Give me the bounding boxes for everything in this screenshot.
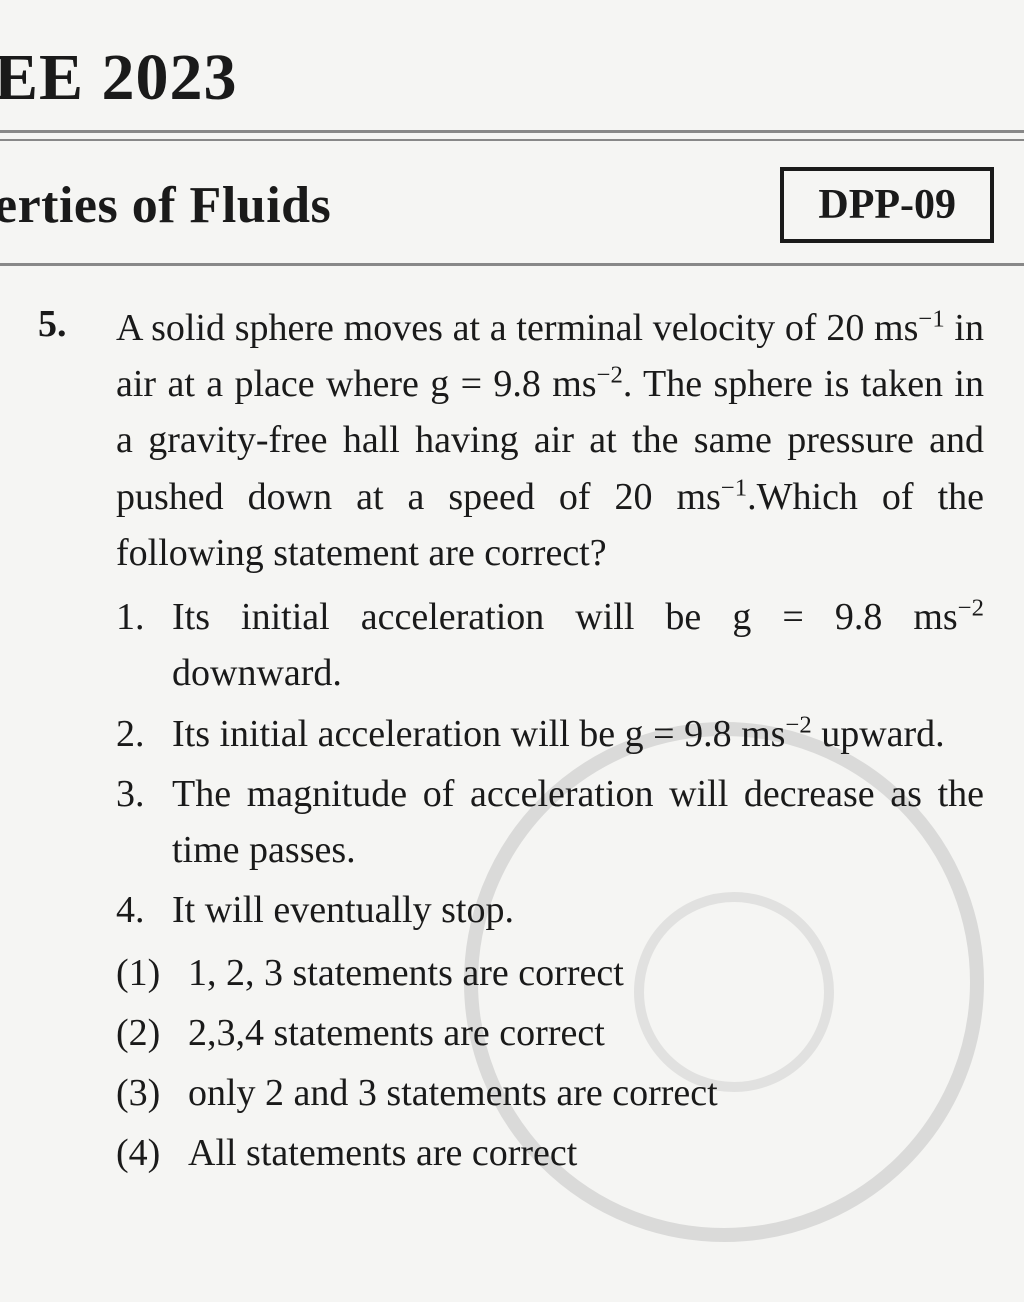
exam-year-title: EE 2023: [0, 0, 1024, 130]
stmt-pre: Its initial acceleration will be g = 9.8…: [172, 596, 958, 638]
stmt-pre: The magnitude of acceleration will decre…: [172, 773, 984, 871]
stmt-pre: It will eventually stop.: [172, 889, 514, 931]
option-item: (3) only 2 and 3 statements are correct: [116, 1065, 984, 1121]
statement-text: Its initial acceleration will be g = 9.8…: [172, 706, 984, 762]
question-number: 5.: [38, 300, 116, 1186]
option-item: (2) 2,3,4 statements are correct: [116, 1005, 984, 1061]
divider-top-thick: [0, 130, 1024, 133]
option-text: All statements are correct: [188, 1125, 984, 1181]
statement-item: Its initial acceleration will be g = 9.8…: [116, 589, 984, 701]
option-text: 2,3,4 statements are correct: [188, 1005, 984, 1061]
question-stem: A solid sphere moves at a terminal veloc…: [116, 300, 984, 581]
option-item: (4) All statements are correct: [116, 1125, 984, 1181]
option-item: (1) 1, 2, 3 statements are correct: [116, 945, 984, 1001]
divider-sub: [0, 263, 1024, 266]
stmt-pre: Its initial acceleration will be g = 9.8…: [172, 713, 785, 755]
option-label: (3): [116, 1065, 188, 1121]
question-block: 5. A solid sphere moves at a terminal ve…: [0, 300, 1024, 1186]
chapter-title: erties of Fluids: [0, 176, 331, 235]
option-list: (1) 1, 2, 3 statements are correct (2) 2…: [116, 945, 984, 1182]
option-label: (4): [116, 1125, 188, 1181]
stmt-exp: −2: [958, 595, 984, 622]
stmt-exp: −2: [785, 711, 811, 738]
statement-item: The magnitude of acceleration will decre…: [116, 766, 984, 878]
statement-list: Its initial acceleration will be g = 9.8…: [116, 589, 984, 938]
stem-part: A solid sphere moves at a terminal veloc…: [116, 307, 918, 349]
statement-text: Its initial acceleration will be g = 9.8…: [172, 589, 984, 701]
stem-exp: −2: [597, 362, 623, 389]
statement-text: The magnitude of acceleration will decre…: [172, 766, 984, 878]
statement-item: It will eventually stop.: [116, 882, 984, 938]
statement-text: It will eventually stop.: [172, 882, 984, 938]
statement-item: Its initial acceleration will be g = 9.8…: [116, 706, 984, 762]
stmt-post: upward.: [812, 713, 945, 755]
option-text: only 2 and 3 statements are correct: [188, 1065, 984, 1121]
option-text: 1, 2, 3 statements are correct: [188, 945, 984, 1001]
stem-exp: −1: [721, 474, 747, 501]
stem-exp: −1: [918, 305, 944, 332]
page: EE 2023 erties of Fluids DPP-09 5. A sol…: [0, 0, 1024, 1302]
option-label: (2): [116, 1005, 188, 1061]
dpp-badge: DPP-09: [780, 167, 994, 243]
stmt-post: downward.: [172, 652, 342, 694]
question-body: A solid sphere moves at a terminal veloc…: [116, 300, 984, 1186]
subheader-row: erties of Fluids DPP-09: [0, 141, 1024, 263]
option-label: (1): [116, 945, 188, 1001]
